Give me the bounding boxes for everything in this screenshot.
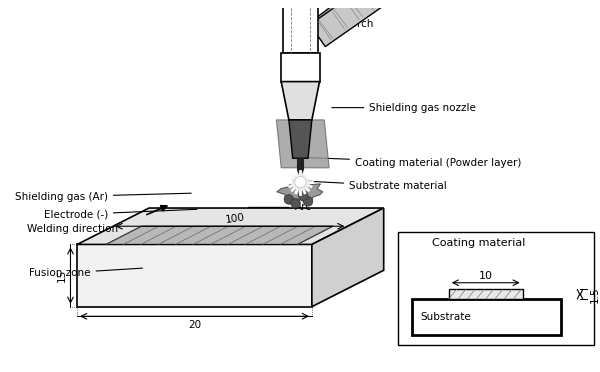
Text: Shielding gas (Ar): Shielding gas (Ar) <box>15 192 191 202</box>
Text: 10: 10 <box>479 271 493 281</box>
Text: 20: 20 <box>188 320 201 330</box>
Polygon shape <box>312 208 383 307</box>
Text: 15: 15 <box>57 269 67 282</box>
Polygon shape <box>281 53 320 81</box>
Polygon shape <box>310 0 414 44</box>
Text: Arc: Arc <box>248 202 311 212</box>
Polygon shape <box>77 208 383 244</box>
Text: Substrate material: Substrate material <box>300 181 447 191</box>
Bar <box>412 299 561 336</box>
Text: 1.5: 1.5 <box>590 286 599 302</box>
Circle shape <box>295 176 306 188</box>
Text: Electrode (-): Electrode (-) <box>44 209 197 219</box>
Polygon shape <box>310 0 396 46</box>
Circle shape <box>284 195 293 204</box>
Text: Torch: Torch <box>289 19 374 29</box>
Polygon shape <box>277 120 329 168</box>
Bar <box>398 232 595 345</box>
Text: 100: 100 <box>224 212 245 225</box>
Polygon shape <box>289 120 312 158</box>
Bar <box>449 289 523 299</box>
Polygon shape <box>298 158 303 182</box>
Text: Substrate: Substrate <box>420 312 471 322</box>
Text: Shielding gas nozzle: Shielding gas nozzle <box>332 103 476 113</box>
Circle shape <box>291 198 301 208</box>
Circle shape <box>303 196 313 206</box>
Text: Welding direction: Welding direction <box>28 224 119 234</box>
Polygon shape <box>277 180 323 203</box>
Polygon shape <box>106 226 333 244</box>
Text: Coating material (Powder layer): Coating material (Powder layer) <box>309 158 521 168</box>
Text: Coating material: Coating material <box>432 238 525 248</box>
Polygon shape <box>77 244 312 307</box>
Circle shape <box>298 191 308 201</box>
Polygon shape <box>281 81 320 120</box>
Polygon shape <box>283 0 317 53</box>
Text: Fusion zone: Fusion zone <box>29 268 142 278</box>
